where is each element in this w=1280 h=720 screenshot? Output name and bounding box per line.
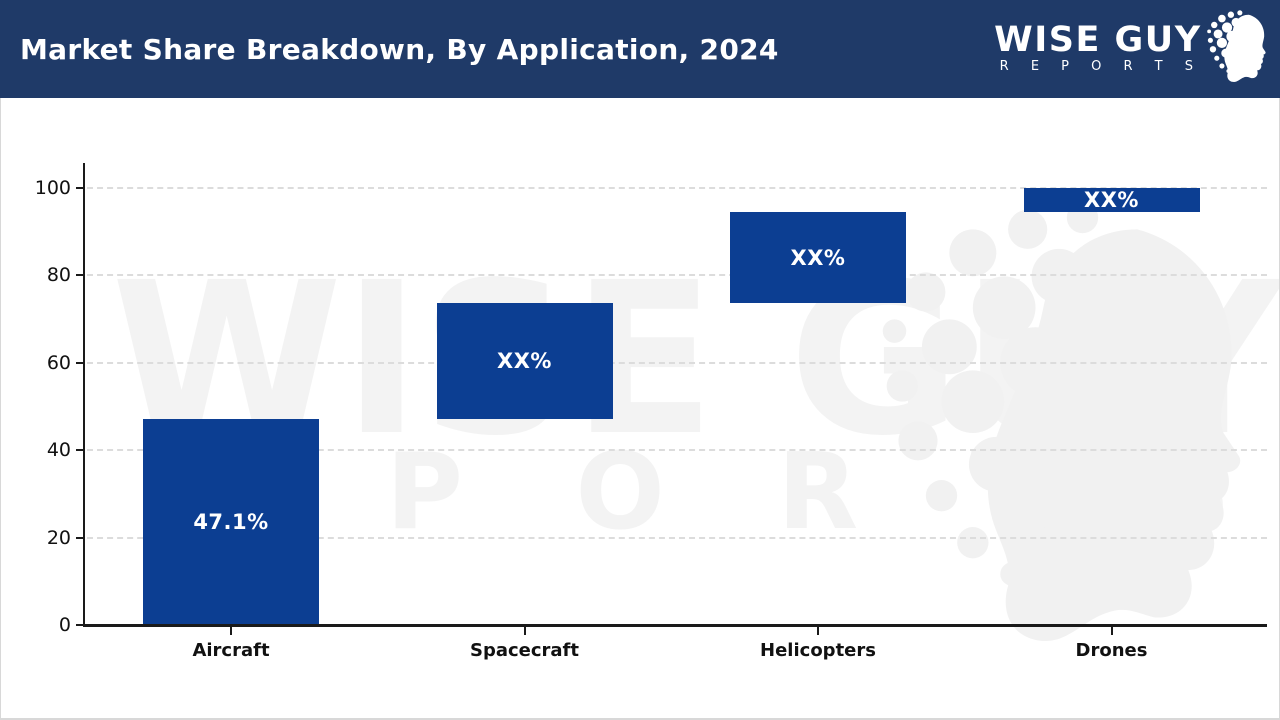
logo-wordmark: WISE GUY: [994, 19, 1202, 60]
y-tick-mark-40: [76, 449, 85, 451]
gridline-100: [87, 186, 1267, 189]
wiseguy-logo: WISE GUY R E P O R T S: [994, 9, 1268, 87]
bar-drones: XX%: [1023, 187, 1200, 212]
x-axis-line: [83, 624, 1267, 627]
bar-value-label-drones: XX%: [1084, 187, 1139, 212]
y-tick-label-0: 0: [58, 614, 71, 636]
y-tick-mark-20: [76, 536, 85, 539]
header-bar: Market Share Breakdown, By Application, …: [0, 0, 1280, 98]
bar-helicopters: XX%: [730, 212, 906, 303]
y-tick-mark-0: [76, 624, 85, 626]
y-tick-mark-60: [76, 361, 85, 364]
gridline-60: [87, 361, 1267, 364]
x-tick-label-aircraft: Aircraft: [192, 640, 270, 661]
x-tick-label-drones: Drones: [1075, 640, 1148, 661]
x-tick-mark-helicopters: [817, 627, 819, 635]
x-tick-label-helicopters: Helicopters: [760, 640, 876, 661]
y-tick-label-20: 20: [46, 526, 71, 549]
bar-spacecraft: XX%: [436, 303, 613, 419]
x-tick-mark-spacecraft: [523, 627, 526, 635]
chart-canvas: WISE GUY P O R T S 0 20 40 60 80 100 47.1% Airc…: [0, 98, 1280, 720]
y-tick-label-60: 60: [46, 351, 71, 374]
y-axis-line: [83, 163, 85, 627]
gridline-80: [87, 274, 1267, 276]
chart-title: Market Share Breakdown, By Application, …: [20, 32, 779, 66]
x-tick-label-spacecraft: Spacecraft: [469, 640, 579, 661]
y-tick-label-80: 80: [46, 264, 71, 286]
gridline-20: [87, 536, 1267, 539]
y-tick-label-40: 40: [46, 439, 71, 461]
logo-subtitle: R E P O R T S: [999, 59, 1202, 75]
gridline-40: [87, 449, 1267, 451]
y-tick-label-100: 100: [34, 176, 71, 199]
bar-aircraft: 47.1%: [143, 418, 319, 625]
x-tick-mark-drones: [1110, 627, 1113, 635]
bar-value-label-helicopters: XX%: [790, 245, 846, 270]
watermark-face-icon: [863, 198, 1255, 668]
bar-value-label-aircraft: 47.1%: [193, 509, 269, 534]
bar-value-label-spacecraft: XX%: [497, 348, 552, 373]
y-tick-mark-80: [76, 274, 85, 276]
y-tick-mark-100: [76, 186, 85, 189]
logo-text: WISE GUY R E P O R T S: [994, 19, 1202, 75]
x-tick-mark-aircraft: [230, 627, 232, 635]
wiseguy-face-icon: [1204, 9, 1268, 87]
